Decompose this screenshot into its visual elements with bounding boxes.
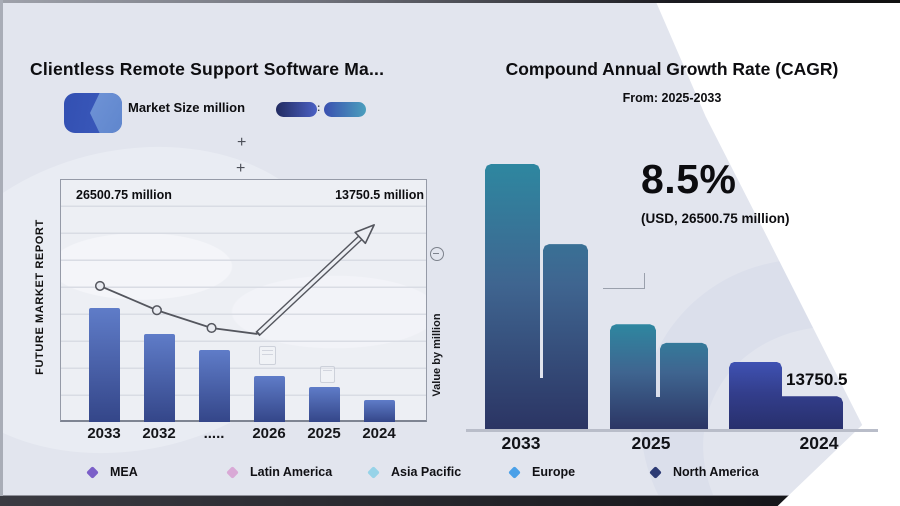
left-chart-title: Clientless Remote Support Software Ma...	[30, 59, 385, 79]
legend-item-latin-america: Latin America	[226, 464, 333, 480]
left-border-line	[0, 0, 3, 496]
legend-item-north-america: North America	[649, 464, 759, 480]
cagr-title: Compound Annual Growth Rate (CAGR)	[505, 59, 839, 79]
left-bar-2033	[88, 308, 120, 422]
faint-document-icon	[320, 366, 335, 383]
legend-item-mea: MEA	[86, 464, 138, 480]
legend-item-label: Asia Pacific	[391, 465, 462, 479]
future-market-report-watermark: FUTURE MARKET REPORT	[34, 219, 46, 375]
minus-circle-icon	[430, 247, 444, 261]
legend-item-label: MEA	[110, 465, 138, 479]
left-axis-label-2025: 2025	[307, 425, 341, 442]
market-size-icon	[64, 93, 122, 133]
left-axis-label-2024: 2024	[362, 425, 396, 442]
left-chart-end-value: 13750.5 million	[335, 188, 424, 202]
right-axis-label-2024: 2024	[799, 433, 839, 453]
left-bar-.....	[198, 350, 230, 422]
bottom-dark-strip	[0, 495, 900, 506]
left-bar-2024	[363, 400, 395, 422]
legend-item-europe: Europe	[508, 464, 576, 480]
ratio-separator: :	[317, 103, 321, 114]
left-bar-2032	[143, 334, 175, 422]
right-axis-label-2025: 2025	[631, 433, 671, 453]
left-axis-label-.....: .....	[203, 425, 225, 442]
cagr-period: From: 2025-2033	[622, 91, 722, 105]
left-axis-label-2026: 2026	[252, 425, 286, 442]
right-axis-label-2033: 2033	[501, 433, 541, 453]
legend-diamond-icon	[86, 465, 99, 479]
left-bar-2026	[253, 376, 285, 422]
left-chart-start-value: 26500.75 million	[76, 188, 172, 202]
right-chart-axis-line	[466, 429, 878, 432]
left-bar-2025	[308, 386, 340, 422]
market-size-label: Market Size million	[128, 100, 246, 115]
value-axis-label: Value by million	[431, 313, 443, 397]
right-bar-group-2033	[485, 164, 588, 431]
top-border-line	[0, 0, 900, 3]
cagr-value: 8.5%	[641, 156, 737, 202]
legend-diamond-icon	[226, 465, 239, 479]
left-axis-label-2032: 2032	[142, 425, 176, 442]
legend-item-label: Latin America	[250, 465, 333, 479]
ratio-pill-right	[324, 102, 366, 117]
legend-item-label: North America	[673, 465, 759, 479]
legend-diamond-icon	[649, 465, 662, 479]
legend-diamond-icon	[367, 465, 380, 479]
faint-document-icon	[259, 346, 276, 365]
legend-item-label: Europe	[532, 465, 576, 479]
left-axis-label-2033: 2033	[87, 425, 121, 442]
ratio-pill-left	[276, 102, 317, 117]
legend-diamond-icon	[508, 465, 521, 479]
bar-annotation-2024: 13750.5	[786, 370, 848, 389]
cagr-note: (USD, 26500.75 million)	[641, 211, 790, 226]
plus-mark-top: +	[237, 134, 247, 151]
plus-mark-bottom: +	[236, 160, 246, 177]
step-line-decoration	[603, 273, 645, 289]
legend-item-asia-pacific: Asia Pacific	[367, 464, 462, 480]
